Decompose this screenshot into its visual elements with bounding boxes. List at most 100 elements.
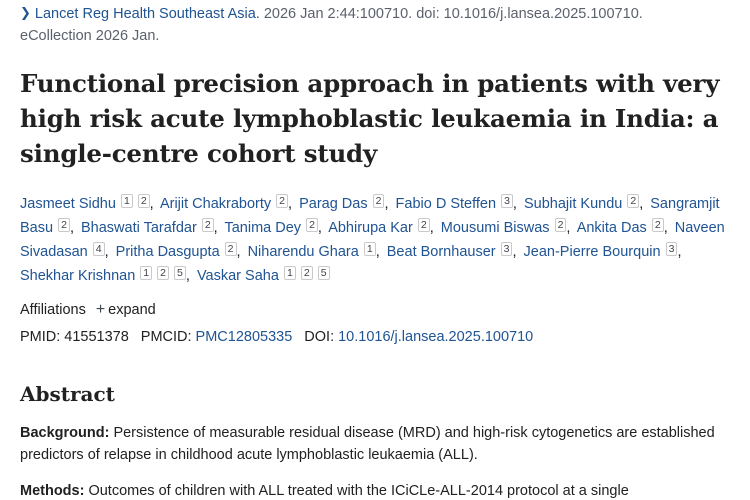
author-name-link[interactable]: Arijit Chakraborty [159,196,272,212]
affiliation-number[interactable]: 4 [92,242,105,256]
ecollection-text: eCollection 2026 Jan. [20,28,160,44]
author-name-link[interactable]: Naveen Sivadasan [20,220,725,260]
author-separator: , [429,220,434,236]
author-item: Fabio D Steffen 3, [395,194,520,212]
author-list: Jasmeet Sidhu 1 2, Arijit Chakraborty 2,… [20,192,730,288]
author-name-link[interactable]: Niharendu Ghara [247,244,359,260]
affiliation-number[interactable]: 2 [651,218,664,232]
abstract-methods: Methods: Outcomes of children with ALL t… [20,480,730,500]
journal-link[interactable]: Lancet Reg Health Southeast Asia. [34,6,260,22]
methods-label: Methods: [20,483,85,499]
author-separator: , [185,268,190,284]
author-item: Vaskar Saha 1 2 5 [196,266,330,284]
affiliation-number[interactable]: 1 [363,242,376,256]
expand-label: expand [108,302,156,318]
affiliation-number[interactable]: 2 [276,194,289,208]
article-identifiers: PMID: 41551378 PMCID: PMC12805335 DOI: 10.101… [20,327,533,347]
author-separator: , [149,196,154,212]
affiliation-number[interactable]: 1 [283,266,296,280]
author-item: Tanima Dey 2, [224,218,324,236]
plus-icon: + [95,301,106,318]
affiliation-number[interactable]: 3 [500,242,513,256]
affiliation-number[interactable]: 5 [174,266,186,280]
affiliation-number[interactable]: 2 [201,218,214,232]
author-name-link[interactable]: Jean-Pierre Bourquin [523,244,661,260]
author-separator: , [317,220,322,236]
author-item: Pritha Dasgupta 2, [115,242,244,260]
background-text: Persistence of measurable residual disea… [20,425,715,463]
author-name-link[interactable]: Parag Das [299,196,368,212]
chevron-right-icon: ❯ [20,5,31,20]
author-item: Jean-Pierre Bourquin 3, [523,242,685,260]
author-separator: , [663,220,668,236]
affiliation-number[interactable]: 2 [306,218,318,232]
author-name-link[interactable]: Abhirupa Kar [328,220,413,236]
author-name-link[interactable]: Sangramjit Basu [20,196,720,236]
author-separator: , [104,244,109,260]
author-item: Shekhar Krishnan 1 2 5, [20,266,193,284]
author-separator: , [288,196,293,212]
author-item: Subhajit Kundu 2, [523,194,646,212]
doi-label: DOI: [304,329,335,345]
abstract-heading: Abstract [20,382,115,406]
affiliation-number[interactable]: 2 [627,194,640,208]
author-item: Ankita Das 2, [576,218,671,236]
author-item: Jasmeet Sidhu 1 2, [20,194,157,212]
author-name-link[interactable]: Beat Bornhauser [386,244,496,260]
author-name-link[interactable]: Bhaswati Tarafdar [81,220,197,236]
pmcid-link[interactable]: PMC12805335 [195,329,293,345]
affiliation-number[interactable]: 1 [120,194,133,208]
author-separator: , [512,196,517,212]
author-item: Mousumi Biswas 2, [440,218,574,236]
author-item: Sangramjit Basu 2, [20,196,720,236]
abstract-background: Background: Persistence of measurable re… [20,422,730,466]
affiliation-number[interactable]: 2 [417,218,430,232]
pmid-value: 41551378 [64,329,129,345]
author-item: Naveen Sivadasan 4, [20,220,725,260]
affiliation-number[interactable]: 2 [58,218,70,232]
author-separator: , [512,244,517,260]
pmid-label: PMID: [20,329,61,345]
author-name-link[interactable]: Pritha Dasgupta [115,244,220,260]
author-name-link[interactable]: Subhajit Kundu [523,196,623,212]
affiliation-number[interactable]: 2 [137,194,150,208]
author-separator: , [566,220,571,236]
author-separator: , [213,220,218,236]
author-separator: , [236,244,241,260]
author-name-link[interactable]: Jasmeet Sidhu [20,196,116,212]
affiliation-number[interactable]: 2 [224,242,237,256]
citation-line: ❯ Lancet Reg Health Southeast Asia. 2026 … [20,3,730,47]
affiliations-toggle[interactable]: Affiliations + expand [20,300,156,320]
citation-details: 2026 Jan 2:44:100710. doi: 10.1016/j.lan… [259,6,643,22]
background-label: Background: [20,425,110,441]
affiliation-number[interactable]: 3 [501,194,513,208]
author-item: Parag Das 2, [299,194,391,212]
author-name-link[interactable]: Shekhar Krishnan [20,268,136,284]
author-item: Beat Bornhauser 3, [386,242,520,260]
doi-link[interactable]: 10.1016/j.lansea.2025.100710 [338,329,534,345]
author-name-link[interactable]: Vaskar Saha [196,268,279,284]
author-item: Arijit Chakraborty 2, [159,194,295,212]
author-separator: , [677,244,682,260]
affiliation-number[interactable]: 2 [372,194,385,208]
article-title: Functional precision approach in patient… [20,69,720,168]
affiliations-label: Affiliations [20,302,86,318]
author-name-link[interactable]: Mousumi Biswas [440,220,550,236]
author-item: Abhirupa Kar 2, [328,218,437,236]
author-name-link[interactable]: Ankita Das [576,220,647,236]
methods-text: Outcomes of children with ALL treated wi… [84,483,629,499]
affiliation-number[interactable]: 1 [140,266,153,280]
affiliation-number[interactable]: 2 [300,266,313,280]
author-separator: , [69,220,74,236]
author-separator: , [375,244,380,260]
author-separator: , [639,196,644,212]
affiliation-number[interactable]: 3 [665,242,678,256]
pmcid-label: PMCID: [140,329,192,345]
affiliation-number[interactable]: 2 [157,266,170,280]
author-name-link[interactable]: Tanima Dey [224,220,302,236]
affiliation-number[interactable]: 5 [317,266,330,280]
author-name-link[interactable]: Fabio D Steffen [395,196,497,212]
affiliation-number[interactable]: 2 [554,218,567,232]
author-item: Bhaswati Tarafdar 2, [81,218,221,236]
author-separator: , [384,196,389,212]
